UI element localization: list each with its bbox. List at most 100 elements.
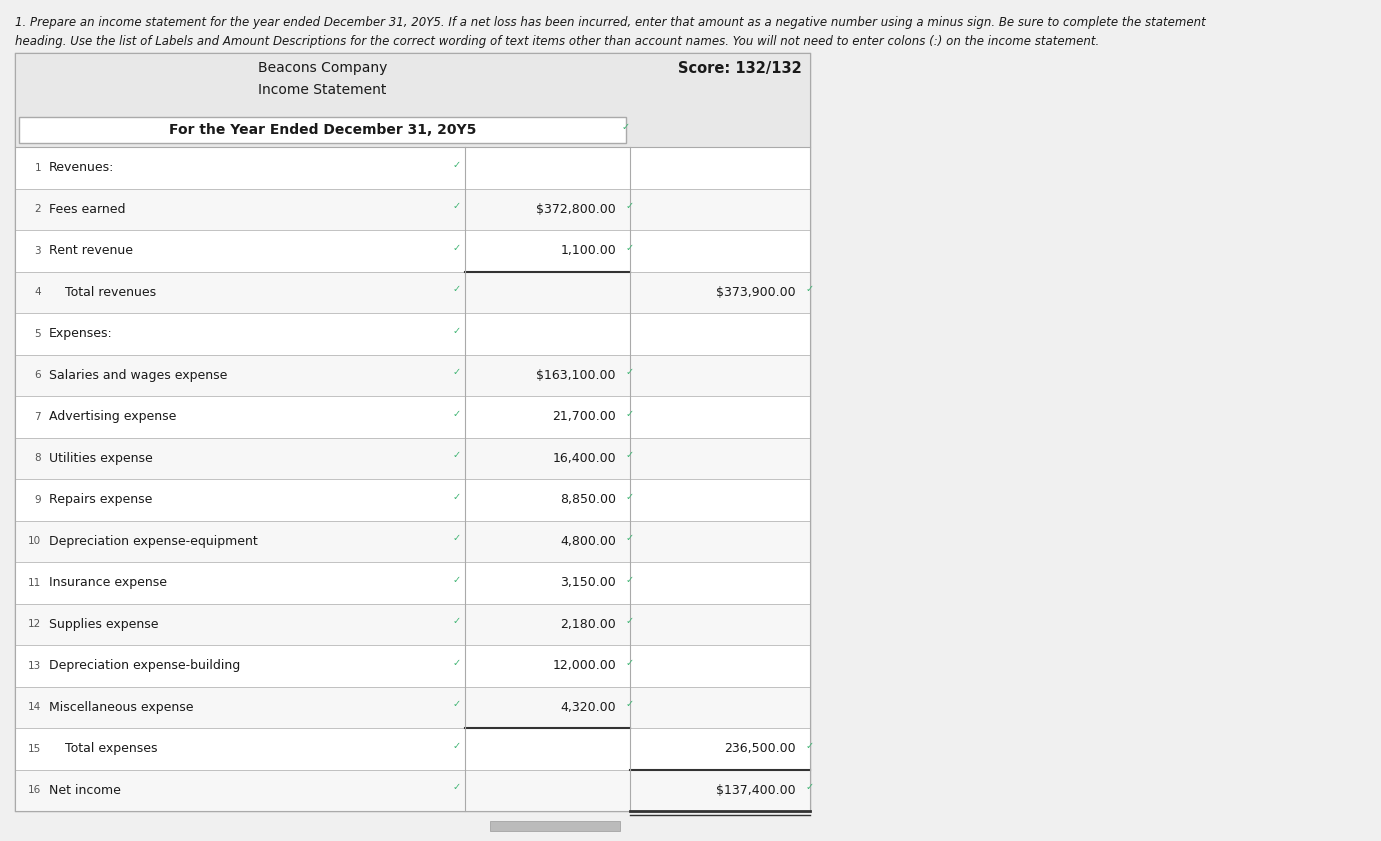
Bar	[15, 521, 811, 562]
Text: ✓: ✓	[453, 699, 461, 709]
Text: ✓: ✓	[807, 741, 815, 751]
Text: 12,000.00: 12,000.00	[552, 659, 616, 672]
Bar	[15, 645, 811, 686]
Text: 15: 15	[28, 743, 41, 754]
Bar	[490, 821, 620, 831]
Text: 9: 9	[35, 495, 41, 505]
Text: ✓: ✓	[626, 368, 634, 378]
Text: ✓: ✓	[626, 492, 634, 502]
Text: $137,400.00: $137,400.00	[717, 784, 795, 796]
Text: ✓: ✓	[453, 409, 461, 419]
Bar	[15, 770, 811, 811]
Text: Repairs expense: Repairs expense	[48, 494, 152, 506]
Text: 12: 12	[28, 619, 41, 629]
Bar	[15, 562, 811, 604]
Text: ✓: ✓	[453, 492, 461, 502]
Text: 2,180.00: 2,180.00	[561, 618, 616, 631]
Text: ✓: ✓	[626, 533, 634, 543]
Text: Utilities expense: Utilities expense	[48, 452, 153, 465]
Text: $372,800.00: $372,800.00	[536, 203, 616, 216]
Bar	[15, 53, 811, 811]
Text: ✓: ✓	[453, 450, 461, 460]
Text: 5: 5	[35, 329, 41, 339]
Text: Total expenses: Total expenses	[65, 743, 157, 755]
Text: ✓: ✓	[807, 782, 815, 792]
Text: ✓: ✓	[453, 284, 461, 294]
Bar	[15, 313, 811, 355]
Text: ✓: ✓	[453, 243, 461, 253]
Text: $373,900.00: $373,900.00	[717, 286, 795, 299]
Text: 8,850.00: 8,850.00	[561, 494, 616, 506]
Text: Depreciation expense-equipment: Depreciation expense-equipment	[48, 535, 258, 547]
Bar	[15, 272, 811, 313]
Text: Income Statement: Income Statement	[258, 83, 387, 97]
Text: 4,320.00: 4,320.00	[561, 701, 616, 714]
Text: ✓: ✓	[626, 409, 634, 419]
Text: ✓: ✓	[453, 616, 461, 627]
Bar	[15, 479, 811, 521]
Text: 11: 11	[28, 578, 41, 588]
Text: ✓: ✓	[453, 782, 461, 792]
Text: 2: 2	[35, 204, 41, 214]
Text: $163,100.00: $163,100.00	[536, 368, 616, 382]
Text: Fees earned: Fees earned	[48, 203, 126, 216]
Text: 8: 8	[35, 453, 41, 463]
Text: 21,700.00: 21,700.00	[552, 410, 616, 423]
Text: ✓: ✓	[453, 658, 461, 668]
Text: 1. Prepare an income statement for the year ended December 31, 20Y5. If a net lo: 1. Prepare an income statement for the y…	[15, 16, 1206, 29]
Text: Score: 132/132: Score: 132/132	[678, 61, 802, 76]
Bar	[15, 188, 811, 230]
Text: ✓: ✓	[807, 284, 815, 294]
Bar	[15, 728, 811, 770]
Text: 10: 10	[28, 537, 41, 547]
Text: 236,500.00: 236,500.00	[725, 743, 795, 755]
Text: ✓: ✓	[626, 616, 634, 627]
Text: 4,800.00: 4,800.00	[561, 535, 616, 547]
Text: Total revenues: Total revenues	[65, 286, 156, 299]
Text: 14: 14	[28, 702, 41, 712]
Text: Advertising expense: Advertising expense	[48, 410, 177, 423]
Text: ✓: ✓	[453, 201, 461, 211]
Text: ✓: ✓	[626, 699, 634, 709]
Bar	[15, 686, 811, 728]
Text: 16,400.00: 16,400.00	[552, 452, 616, 465]
Text: Revenues:: Revenues:	[48, 161, 115, 174]
Text: ✓: ✓	[453, 741, 461, 751]
Bar	[15, 396, 811, 437]
Bar	[15, 230, 811, 272]
Text: ✓: ✓	[453, 533, 461, 543]
Bar	[15, 355, 811, 396]
Text: 16: 16	[28, 785, 41, 796]
Text: ✓: ✓	[453, 160, 461, 170]
Text: 13: 13	[28, 661, 41, 671]
Bar	[19, 117, 626, 143]
Text: ✓: ✓	[626, 658, 634, 668]
Text: ✓: ✓	[453, 368, 461, 378]
Text: ✓: ✓	[453, 325, 461, 336]
Text: ✓: ✓	[626, 201, 634, 211]
Text: Beacons Company: Beacons Company	[258, 61, 387, 75]
Text: 6: 6	[35, 370, 41, 380]
Text: 3,150.00: 3,150.00	[561, 576, 616, 590]
Text: Insurance expense: Insurance expense	[48, 576, 167, 590]
Text: 3: 3	[35, 246, 41, 256]
Bar	[15, 53, 811, 147]
Text: heading. Use the list of Labels and Amount Descriptions for the correct wording : heading. Use the list of Labels and Amou…	[15, 35, 1099, 48]
Text: Miscellaneous expense: Miscellaneous expense	[48, 701, 193, 714]
Text: For the Year Ended December 31, 20Y5: For the Year Ended December 31, 20Y5	[168, 123, 476, 137]
Text: ✓: ✓	[621, 122, 630, 132]
Bar	[15, 437, 811, 479]
Text: ✓: ✓	[626, 574, 634, 584]
Text: ✓: ✓	[626, 243, 634, 253]
Text: Supplies expense: Supplies expense	[48, 618, 159, 631]
Text: 1: 1	[35, 163, 41, 172]
Text: 4: 4	[35, 288, 41, 297]
Bar	[15, 147, 811, 188]
Text: Salaries and wages expense: Salaries and wages expense	[48, 368, 228, 382]
Text: 1,100.00: 1,100.00	[561, 244, 616, 257]
Text: 7: 7	[35, 412, 41, 421]
Text: Net income: Net income	[48, 784, 122, 796]
Text: Expenses:: Expenses:	[48, 327, 113, 341]
Text: ✓: ✓	[453, 574, 461, 584]
Text: Rent revenue: Rent revenue	[48, 244, 133, 257]
